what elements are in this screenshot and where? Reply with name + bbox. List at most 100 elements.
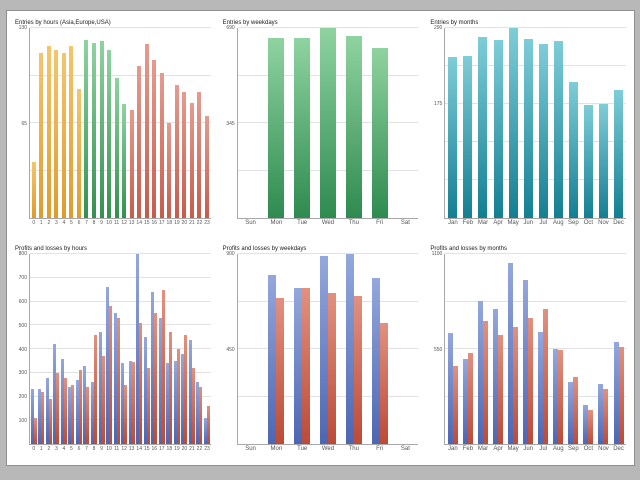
profit-bar xyxy=(568,381,574,444)
profit-bar xyxy=(447,333,453,444)
bar-slot xyxy=(536,254,551,444)
bar xyxy=(167,123,172,218)
x-tick-label: Sat xyxy=(400,220,410,226)
x-tick-label: Mon xyxy=(270,220,283,226)
bar-slot xyxy=(83,254,91,444)
bar-slot xyxy=(68,28,76,218)
bar xyxy=(294,38,311,218)
bar xyxy=(152,60,157,218)
profit-bar xyxy=(68,387,72,444)
loss-bar xyxy=(139,322,143,444)
profit-bar xyxy=(181,353,185,444)
bar xyxy=(92,42,97,218)
y-axis: 290 175 xyxy=(428,25,444,219)
chart-body: 1100 550 xyxy=(428,251,626,445)
y-tick-label: 200 xyxy=(18,394,27,401)
x-tick-label: 11 xyxy=(114,446,120,452)
x-tick-label: Wed xyxy=(321,220,335,226)
bar-slot xyxy=(289,254,315,444)
bar-slot xyxy=(341,254,367,444)
loss-bar xyxy=(467,353,473,444)
bar-slot xyxy=(128,254,136,444)
x-tick-label: Fri xyxy=(376,220,384,226)
bar-slot xyxy=(367,28,393,218)
loss-bar xyxy=(452,366,458,444)
gridline xyxy=(445,27,626,28)
loss-bar xyxy=(71,384,75,444)
profit-bar xyxy=(143,337,147,444)
bar xyxy=(345,35,362,218)
profit-bar xyxy=(113,313,117,444)
bar-slot xyxy=(98,28,106,218)
x-tick-label: 18 xyxy=(166,446,173,452)
y-tick-label: 300 xyxy=(18,370,27,377)
x-tick-label: 12 xyxy=(121,446,127,452)
bar xyxy=(31,162,36,218)
x-axis: 0 1 2 3 4 5 6 7 8 9 10 11 12 13 14 15 16 17 18 19 20 21 22 23 xyxy=(30,446,211,455)
profit-bar xyxy=(75,379,79,444)
bar xyxy=(553,41,563,218)
gridline xyxy=(445,395,626,397)
bar-slot xyxy=(120,254,128,444)
x-tick-label: 2 xyxy=(47,220,51,226)
y-tick-label: 600 xyxy=(18,298,27,305)
profit-bar xyxy=(371,278,380,444)
x-tick-label: 12 xyxy=(121,220,127,226)
bars-layer xyxy=(238,254,419,444)
bar-slot xyxy=(188,254,196,444)
gridline xyxy=(30,169,211,171)
gridline xyxy=(30,395,211,397)
gridline xyxy=(445,253,626,254)
bar-slot xyxy=(566,28,581,218)
bar xyxy=(538,44,548,218)
chart-body: 900 450 xyxy=(221,251,419,445)
x-tick-label: 17 xyxy=(159,220,165,226)
bar-slot xyxy=(263,28,289,218)
x-tick-label: Jun xyxy=(523,220,534,226)
x-axis: Jan Feb Mar Apr May Jun Jul Aug Sep Oct Nov Dec xyxy=(445,446,626,455)
x-tick-label: 8 xyxy=(92,220,96,226)
profit-bar xyxy=(38,389,42,444)
bar-slot xyxy=(166,254,174,444)
bars-layer xyxy=(30,254,211,444)
chart-title: Entries by weekdays xyxy=(222,20,278,26)
bar xyxy=(144,44,149,218)
y-tick-label: 290 xyxy=(433,25,443,31)
gridline xyxy=(237,253,419,254)
bar xyxy=(76,89,81,218)
bar xyxy=(129,109,134,218)
gridline xyxy=(445,300,626,302)
loss-bar xyxy=(78,370,82,444)
gridline xyxy=(445,179,626,180)
profit-bar xyxy=(45,377,49,444)
x-tick-label: 4 xyxy=(62,446,66,452)
profit-bar xyxy=(151,292,155,444)
loss-bar xyxy=(328,293,336,444)
bar xyxy=(463,55,473,218)
x-tick-label: 0 xyxy=(32,220,36,226)
profit-bar xyxy=(538,331,544,444)
bar xyxy=(84,39,89,218)
x-tick-label: Jan xyxy=(448,220,458,226)
bar-slot xyxy=(196,28,204,218)
bar-slot xyxy=(596,254,611,444)
bar xyxy=(614,89,624,218)
chart-profits-and-losses-by-months: Profits and losses by months 1100 550 Jan Fe… xyxy=(428,245,626,455)
profit-bar xyxy=(53,344,57,444)
loss-bar xyxy=(131,362,135,444)
bar xyxy=(598,104,608,218)
y-tick-label: 550 xyxy=(433,346,443,353)
y-tick-label: 100 xyxy=(18,418,27,425)
loss-bar xyxy=(184,334,188,444)
bar-slot xyxy=(120,28,128,218)
bar-slot xyxy=(491,28,506,218)
loss-bar xyxy=(588,410,594,444)
profit-bar xyxy=(136,254,140,444)
y-tick-label: 65 xyxy=(21,120,27,127)
loss-bar xyxy=(161,289,165,444)
bar xyxy=(583,105,593,218)
x-axis: Jan Feb Mar Apr May Jun Jul Aug Sep Oct Nov Dec xyxy=(445,220,626,229)
loss-bar xyxy=(498,335,504,444)
bar-slot xyxy=(506,28,521,218)
bar-slot xyxy=(173,254,181,444)
